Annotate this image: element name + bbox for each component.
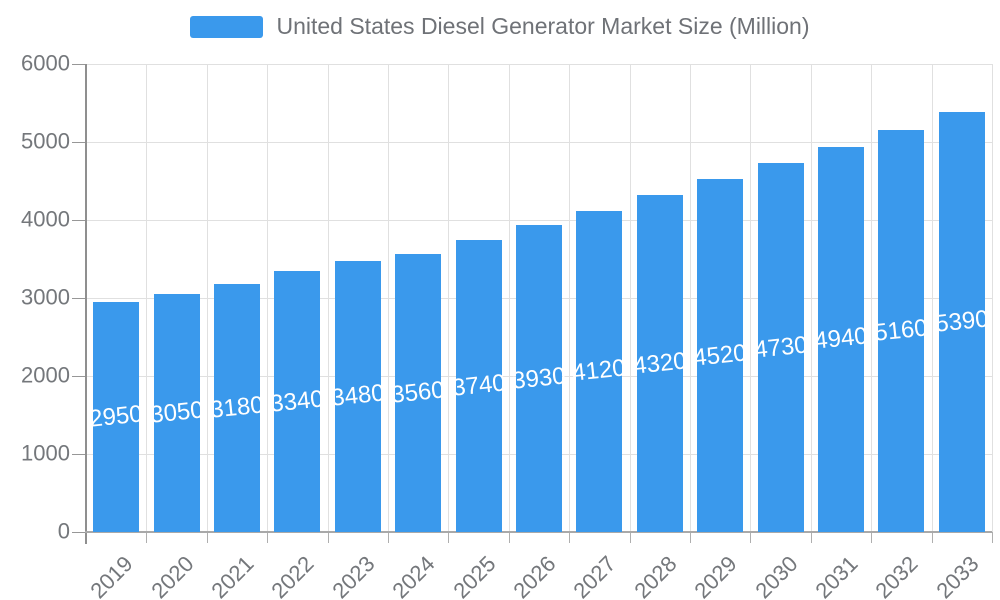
gridline-vertical bbox=[992, 64, 993, 532]
bar-2030[interactable] bbox=[757, 163, 804, 532]
x-axis-line bbox=[85, 531, 992, 533]
x-axis-tick bbox=[810, 532, 812, 543]
gridline-vertical bbox=[388, 64, 389, 532]
x-axis-label: 2025 bbox=[447, 551, 501, 600]
bar-2027[interactable] bbox=[576, 210, 623, 532]
x-axis-label: 2031 bbox=[810, 551, 863, 600]
x-axis-label: 2022 bbox=[266, 551, 320, 600]
x-axis-label: 2030 bbox=[749, 551, 803, 600]
bar-2024[interactable] bbox=[395, 254, 442, 532]
gridline-vertical bbox=[146, 64, 148, 532]
bar-2022[interactable] bbox=[274, 271, 321, 532]
bar-2033[interactable] bbox=[938, 111, 985, 532]
bar-2020[interactable] bbox=[153, 294, 200, 532]
x-axis-tick bbox=[206, 532, 208, 543]
bar-2032[interactable] bbox=[878, 129, 925, 532]
x-axis-label: 2027 bbox=[568, 551, 622, 600]
x-axis-tick bbox=[931, 532, 933, 543]
x-axis-tick bbox=[569, 532, 571, 543]
x-axis-tick bbox=[750, 532, 752, 543]
y-axis-label: 2000 bbox=[21, 362, 70, 388]
gridline-vertical bbox=[267, 64, 269, 532]
x-axis-tick bbox=[508, 532, 510, 543]
legend-marker-swatch bbox=[190, 15, 264, 38]
gridline-vertical bbox=[569, 64, 571, 532]
x-axis-tick bbox=[388, 532, 389, 543]
x-axis-tick bbox=[327, 532, 329, 543]
x-axis-tick bbox=[871, 532, 873, 543]
y-axis-label: 5000 bbox=[21, 128, 70, 154]
x-axis-label: 2020 bbox=[145, 551, 199, 600]
y-axis-tick bbox=[72, 376, 86, 377]
gridline-vertical bbox=[327, 64, 329, 532]
gridline-vertical bbox=[750, 64, 752, 532]
bar-2025[interactable] bbox=[455, 240, 502, 532]
y-axis-tick bbox=[72, 142, 86, 143]
bar-2031[interactable] bbox=[818, 146, 864, 532]
x-axis-tick bbox=[690, 532, 691, 543]
x-axis-label: 2028 bbox=[629, 551, 682, 600]
y-axis-line bbox=[85, 64, 87, 544]
x-axis-label: 2023 bbox=[327, 551, 380, 600]
y-axis-label: 3000 bbox=[21, 284, 70, 310]
gridline-vertical bbox=[448, 64, 450, 532]
y-axis-label: 0 bbox=[57, 518, 70, 544]
y-axis-tick bbox=[72, 298, 86, 299]
x-axis-label: 2033 bbox=[931, 551, 984, 600]
gridline-vertical bbox=[206, 64, 208, 532]
x-axis-tick bbox=[629, 532, 631, 543]
gridline-vertical bbox=[810, 64, 812, 532]
gridline-vertical bbox=[508, 64, 510, 532]
x-axis-label: 2021 bbox=[206, 551, 259, 600]
bar-2028[interactable] bbox=[636, 195, 683, 532]
x-axis-tick bbox=[992, 532, 993, 543]
y-axis-tick bbox=[72, 220, 86, 221]
x-axis-tick bbox=[448, 532, 450, 543]
gridline-horizontal bbox=[86, 64, 992, 65]
y-axis-tick bbox=[72, 532, 86, 533]
gridline-vertical bbox=[629, 64, 631, 532]
x-axis-label: 2029 bbox=[689, 551, 742, 600]
bar-2023[interactable] bbox=[334, 260, 381, 532]
bar-2021[interactable] bbox=[214, 283, 260, 532]
gridline-vertical bbox=[690, 64, 691, 532]
gridline-vertical bbox=[871, 64, 873, 532]
bar-2029[interactable] bbox=[697, 179, 744, 532]
y-axis-label: 1000 bbox=[21, 440, 70, 466]
gridline-horizontal bbox=[86, 142, 992, 143]
x-axis-tick bbox=[267, 532, 269, 543]
gridline-vertical bbox=[931, 64, 933, 532]
legend-label: United States Diesel Generator Market Si… bbox=[276, 13, 810, 39]
x-axis-label: 2026 bbox=[508, 551, 561, 600]
gridline-horizontal bbox=[86, 220, 992, 221]
y-axis-tick bbox=[72, 64, 86, 65]
bar-2019[interactable] bbox=[93, 301, 140, 532]
legend-item[interactable]: United States Diesel Generator Market Si… bbox=[0, 13, 1000, 40]
bar-2026[interactable] bbox=[516, 225, 562, 532]
x-axis-label: 2032 bbox=[870, 551, 924, 600]
y-axis-label: 4000 bbox=[21, 206, 70, 232]
x-axis-label: 2019 bbox=[85, 551, 138, 600]
x-axis-label: 2024 bbox=[387, 551, 440, 600]
y-axis-label: 6000 bbox=[21, 50, 70, 76]
y-axis-tick bbox=[72, 454, 86, 455]
x-axis-tick bbox=[146, 532, 148, 543]
